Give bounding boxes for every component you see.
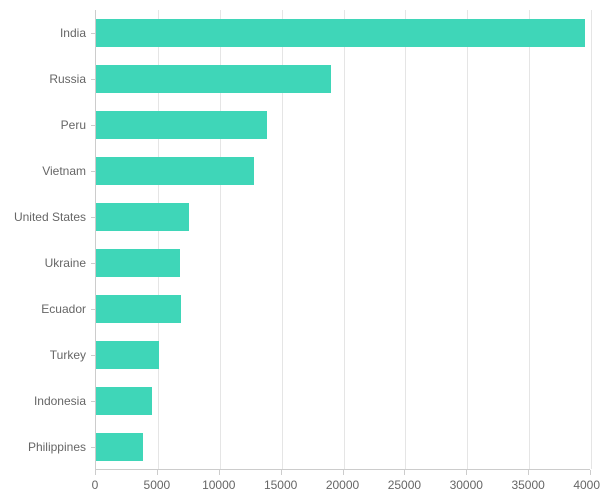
y-axis-label: Turkey: [50, 348, 96, 362]
gridline: [344, 10, 345, 469]
bar: [96, 295, 181, 324]
y-axis-label: Indonesia: [34, 394, 96, 408]
gridline: [405, 10, 406, 469]
x-tick-label: 25000: [388, 478, 421, 492]
bar: [96, 157, 254, 186]
x-tick-label: 0: [92, 478, 99, 492]
x-tick: [590, 470, 591, 475]
plot-area: IndiaRussiaPeruVietnamUnited StatesUkrai…: [95, 10, 590, 470]
x-tick-label: 35000: [511, 478, 544, 492]
bar: [96, 341, 159, 370]
x-tick-label: 30000: [450, 478, 483, 492]
gridline: [591, 10, 592, 469]
x-tick: [466, 470, 467, 475]
x-tick-label: 15000: [264, 478, 297, 492]
y-axis-label: Ukraine: [45, 256, 96, 270]
y-axis-label: Russia: [49, 72, 96, 86]
x-tick: [404, 470, 405, 475]
bar: [96, 65, 331, 94]
gridline: [529, 10, 530, 469]
bar: [96, 19, 585, 48]
bar: [96, 111, 267, 140]
x-tick-label: 5000: [144, 478, 171, 492]
y-axis-label: Peru: [61, 118, 96, 132]
x-tick: [219, 470, 220, 475]
x-tick-label: 40000: [573, 478, 600, 492]
x-tick: [343, 470, 344, 475]
y-axis-label: Vietnam: [42, 164, 96, 178]
y-axis-label: Philippines: [28, 440, 96, 454]
gridline: [467, 10, 468, 469]
x-tick: [281, 470, 282, 475]
x-tick: [528, 470, 529, 475]
y-axis-label: United States: [14, 210, 96, 224]
bar: [96, 203, 189, 232]
x-tick-label: 20000: [326, 478, 359, 492]
x-tick: [157, 470, 158, 475]
bar: [96, 249, 180, 278]
bar: [96, 387, 152, 416]
x-tick: [95, 470, 96, 475]
y-axis-label: Ecuador: [41, 302, 96, 316]
x-tick-label: 10000: [202, 478, 235, 492]
horizontal-bar-chart: India Russia Peru Vietnam United States Ukrai…: [0, 0, 600, 500]
bar: [96, 433, 143, 462]
y-axis-label: India: [60, 26, 96, 40]
